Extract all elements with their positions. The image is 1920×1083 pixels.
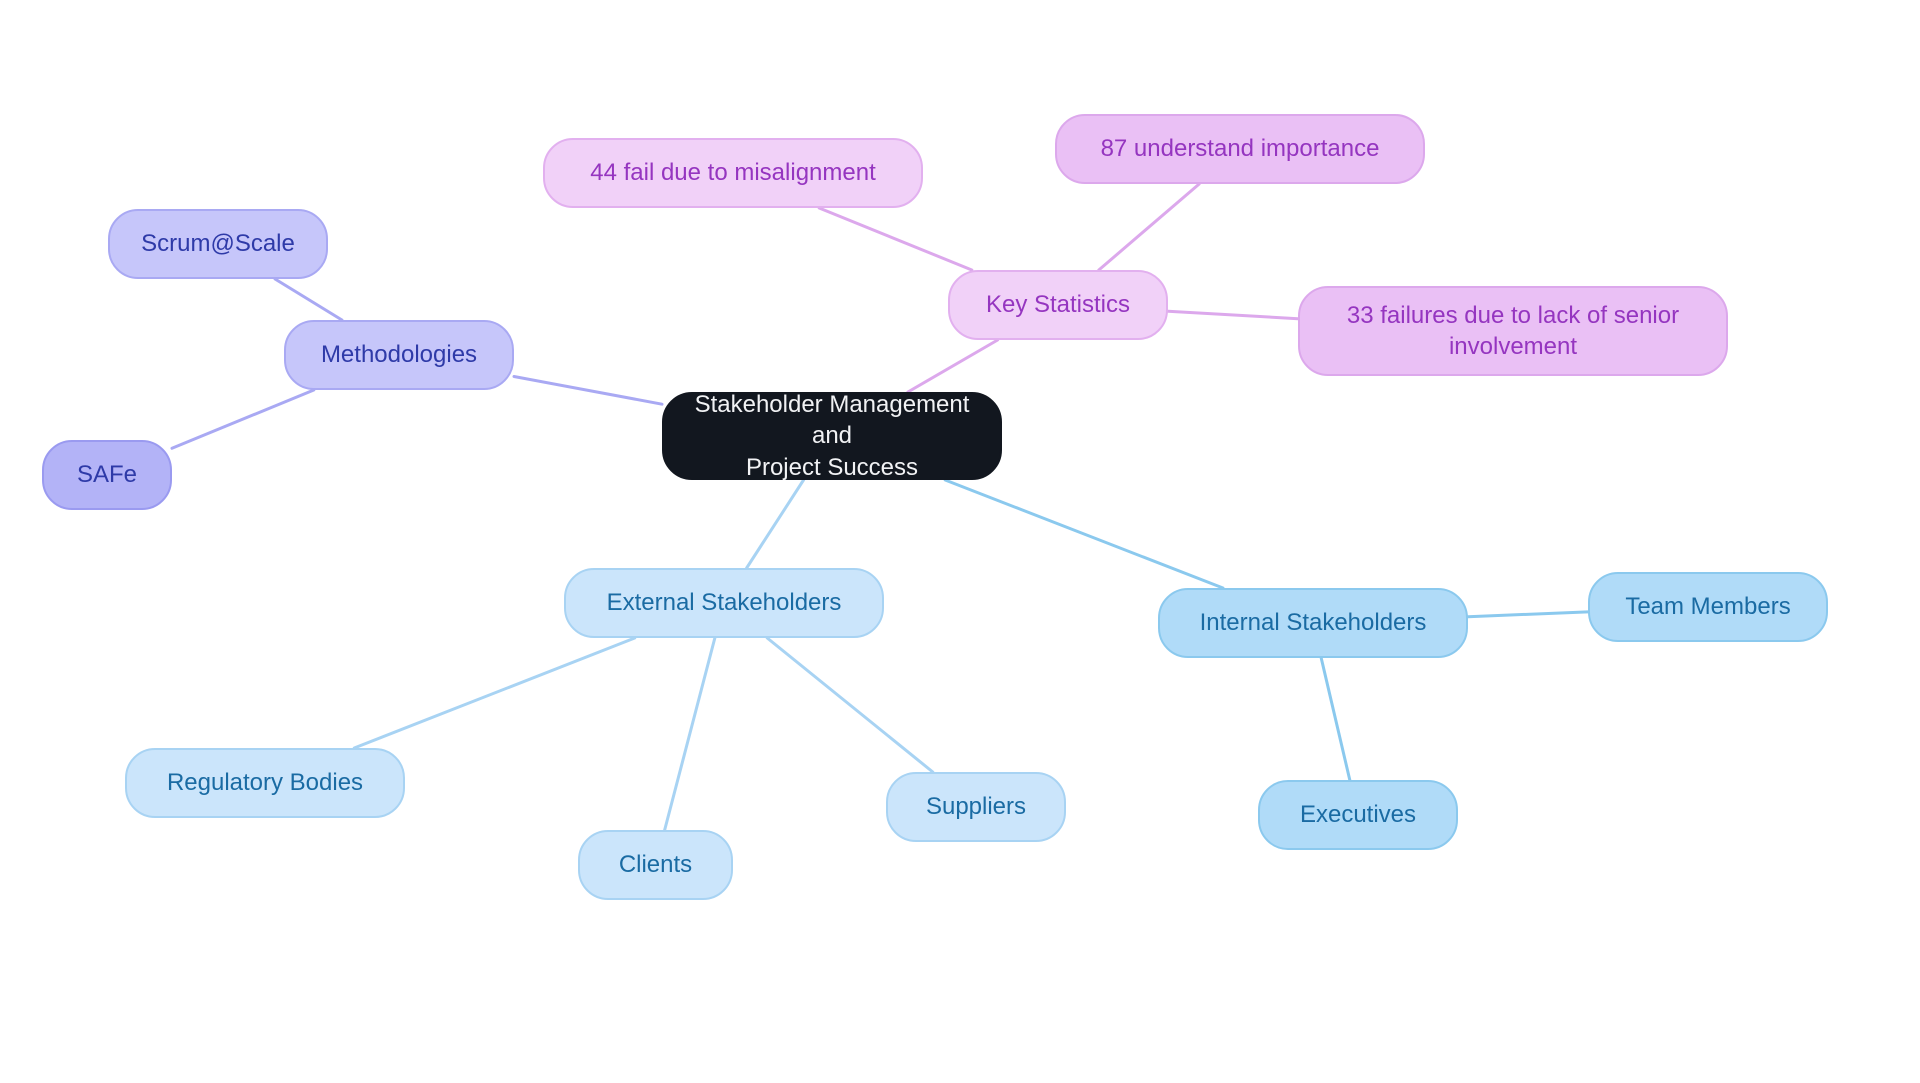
edge xyxy=(1321,658,1350,780)
node-keystats: Key Statistics xyxy=(948,270,1168,340)
edge xyxy=(819,208,972,270)
edge xyxy=(275,279,342,320)
node-stat87: 87 understand importance xyxy=(1055,114,1425,184)
node-stat44: 44 fail due to misalignment xyxy=(543,138,923,208)
edge xyxy=(1168,311,1298,318)
edge xyxy=(665,638,715,830)
edge xyxy=(767,638,933,772)
node-external: External Stakeholders xyxy=(564,568,884,638)
node-internal: Internal Stakeholders xyxy=(1158,588,1468,658)
node-safe: SAFe xyxy=(42,440,172,510)
node-suppliers: Suppliers xyxy=(886,772,1066,842)
edge xyxy=(908,340,998,392)
edge xyxy=(945,480,1223,588)
node-regulatory: Regulatory Bodies xyxy=(125,748,405,818)
node-center: Stakeholder Management and Project Succe… xyxy=(662,392,1002,480)
edge-layer xyxy=(0,0,1920,1083)
edge xyxy=(1468,612,1588,617)
node-stat33: 33 failures due to lack of senior involv… xyxy=(1298,286,1728,376)
node-team: Team Members xyxy=(1588,572,1828,642)
edge xyxy=(354,638,635,748)
edge xyxy=(1099,184,1199,270)
edge xyxy=(172,390,314,448)
edge xyxy=(514,377,662,405)
mindmap-canvas: Stakeholder Management and Project Succe… xyxy=(0,0,1920,1083)
node-clients: Clients xyxy=(578,830,733,900)
node-scrum: Scrum@Scale xyxy=(108,209,328,279)
edge xyxy=(747,480,804,568)
node-methodologies: Methodologies xyxy=(284,320,514,390)
node-executives: Executives xyxy=(1258,780,1458,850)
